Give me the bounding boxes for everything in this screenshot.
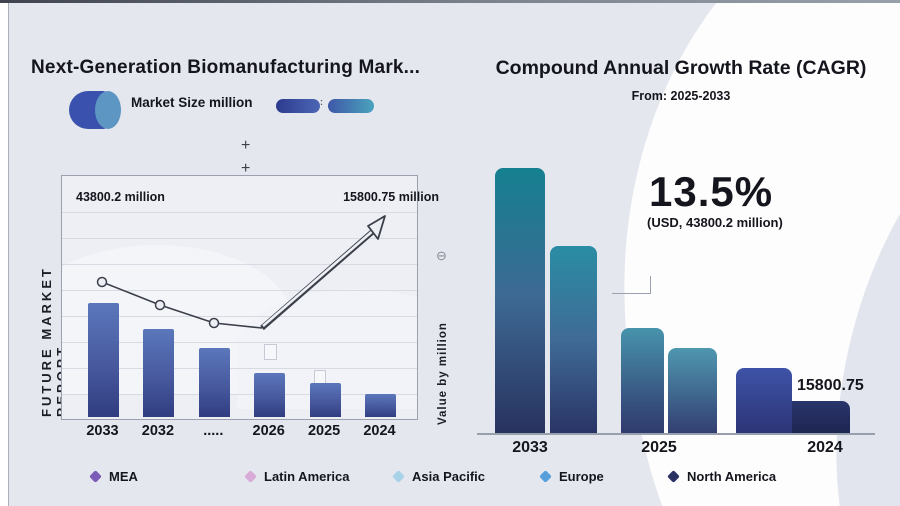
legend-item-north-america: North America	[667, 467, 777, 485]
market-size-bar-.....	[198, 348, 230, 417]
market-size-bar-2026	[254, 373, 286, 417]
right-category-label: 2033	[512, 439, 548, 456]
value-axis-label: Value by million	[437, 322, 449, 425]
legend-item-asia-pacific: Asia Pacific	[392, 467, 485, 485]
legend-marker-icon	[89, 469, 102, 483]
cagr-chart: 2033 2025 2024	[469, 153, 889, 458]
ratio-pill-left	[276, 99, 320, 113]
legend-marker-icon	[244, 469, 257, 483]
end-value-label: 15800.75	[797, 377, 864, 394]
legend-item-mea: MEA	[89, 467, 138, 485]
background-canvas: Next-Generation Biomanufacturing Mark...…	[8, 3, 900, 506]
market-size-bar-2024	[365, 394, 396, 417]
market-size-bar-2032	[143, 329, 175, 417]
cagr-bar-2025-secondary	[668, 348, 717, 433]
cagr-bar-2025-primary	[621, 328, 664, 433]
legend-item-latin-america: Latin America	[244, 467, 350, 485]
legend-label: Asia Pacific	[412, 468, 485, 484]
left-category-labels: 2033 2032..... 2026 2025 2024	[61, 423, 416, 441]
cagr-bar-2024-secondary	[792, 401, 850, 433]
end-value-annotation: 15800.75 million	[343, 190, 439, 204]
legend-marker-icon	[667, 469, 680, 483]
region-legend: MEA Latin America Asia Pacific Europe North …	[9, 467, 900, 489]
left-category-label: 2026	[252, 423, 285, 439]
start-value-annotation: 43800.2 million	[76, 190, 165, 204]
cagr-bar-2024-primary	[736, 368, 792, 433]
cagr-bar-2033-primary	[495, 168, 545, 433]
legend-label: North America	[687, 468, 777, 484]
market-size-bar-2025	[309, 383, 341, 417]
legend-marker-icon	[392, 469, 405, 483]
zoom-in-icon[interactable]: +	[241, 137, 251, 154]
cagr-title: Compound Annual Growth Rate (CAGR)	[495, 57, 867, 79]
step-bracket-decoration	[612, 276, 651, 294]
trend-line-arrow	[96, 215, 386, 331]
cagr-value: 13.5%	[649, 168, 774, 215]
ratio-colon: :	[320, 97, 323, 107]
cagr-detail: (USD, 43800.2 million)	[647, 215, 783, 230]
cagr-bar-2033-secondary	[550, 246, 597, 433]
legend-item-europe: Europe	[539, 467, 604, 485]
cylinder-icon	[69, 91, 121, 129]
ghost-doc-icon	[264, 344, 277, 360]
market-size-bar-2033	[88, 303, 119, 417]
market-size-label: Market Size million	[131, 95, 253, 110]
top-frame-edge	[0, 0, 900, 3]
right-category-label: 2025	[641, 439, 677, 456]
left-category-label: 2025	[307, 423, 341, 439]
left-category-label: .....	[203, 423, 224, 439]
market-size-chart: 43800.2 million 15800.75 million	[61, 175, 439, 420]
legend-label: Latin America	[264, 468, 350, 484]
left-category-label: 2024	[363, 423, 396, 439]
legend-label: MEA	[109, 468, 138, 484]
right-category-label: 2024	[807, 439, 843, 456]
zoom-out-icon[interactable]: ⊖	[436, 248, 447, 263]
zoom-in-icon-2[interactable]: +	[241, 160, 251, 177]
ratio-pill-right	[328, 99, 374, 113]
cagr-period-subtitle: From: 2025-2033	[631, 89, 731, 103]
legend-marker-icon	[539, 469, 552, 483]
left-chart-title: Next-Generation Biomanufacturing Mark...	[31, 57, 421, 78]
left-category-label: 2032	[141, 423, 175, 439]
right-axis-baseline	[477, 433, 875, 435]
legend-label: Europe	[559, 468, 604, 484]
left-category-label: 2033	[86, 423, 119, 439]
